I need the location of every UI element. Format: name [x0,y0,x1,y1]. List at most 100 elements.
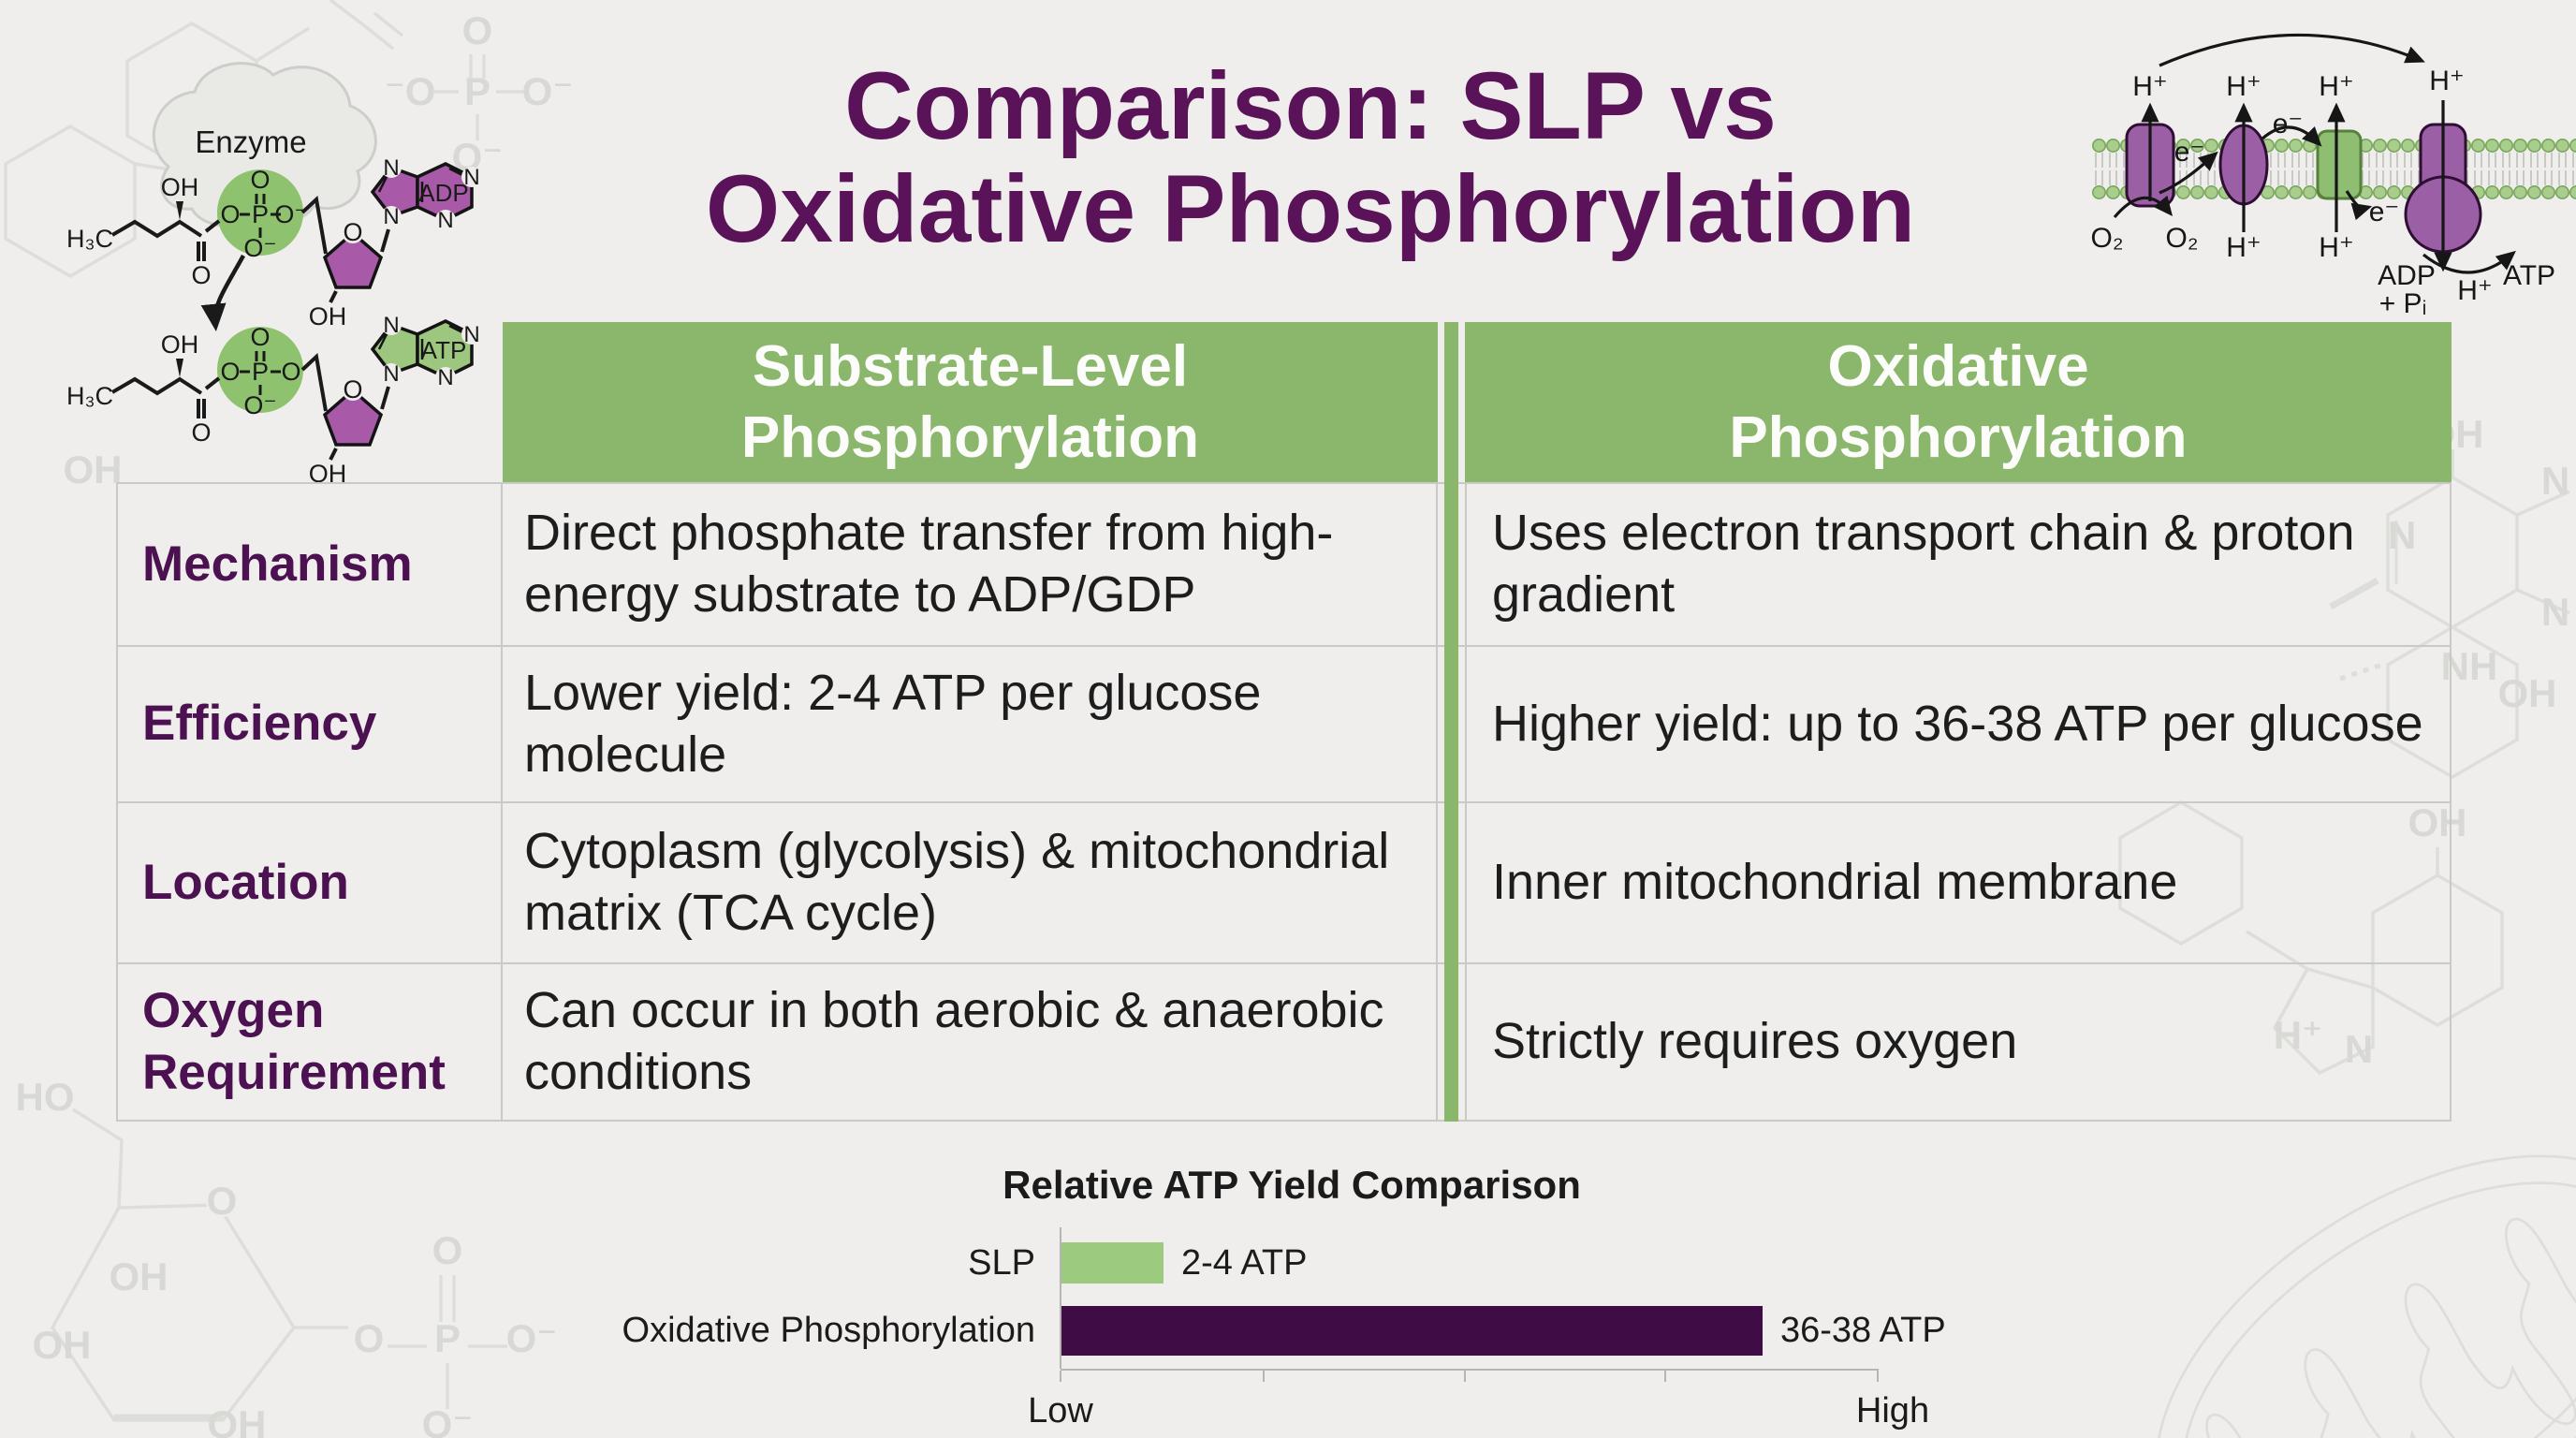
wm-p-o2: O⁻ [506,1316,558,1360]
m2-p-bonds [240,351,281,395]
m1-n1-bg [461,167,482,187]
electron-arrows [2113,125,2516,274]
tick-1 [1263,1371,1265,1382]
m2-po-right: O [281,358,300,386]
page-title: Comparison: SLP vs Oxidative Phosphoryla… [22,54,2576,260]
hplus-1: H⁺ [2132,71,2168,102]
m1-sugar-links [300,196,390,303]
m1-pyrimidine [416,162,474,222]
adp-label: ADP [418,179,468,207]
m2-h3c: H₃C [66,382,113,410]
m2-n7: N [383,313,399,338]
slp-chemistry-illustration: Enzyme H₃C OH O O P O O⁻ O⁻ [66,62,482,488]
wm-p-o3: O [432,1228,463,1272]
row-label-location: Location [116,803,503,964]
m1-p: P [252,200,269,228]
m1-sugar-oh: OH [309,302,347,330]
watermark-bottom-phosphate: HO O OH OH OH O P O⁻ O O⁻ [16,1075,558,1438]
m2-n3-bg [435,367,456,388]
m1-n7-bg [381,157,402,178]
electron-1: e⁻ [2174,137,2205,168]
cell-mechanism-oxphos: Uses electron transport chain & proton g… [1465,484,2452,647]
hplus-4: H⁺ [2429,66,2465,96]
m2-chain-oh: OH [161,330,199,359]
cell-location-slp: Cytoplasm (glycolysis) & mitochondrial m… [503,803,1438,964]
m1-h3c: H₃C [66,225,113,253]
m1-p-bonds [240,194,281,238]
chart-row-oxphos: Oxidative Phosphorylation 36-38 ATP [608,1306,1946,1356]
m1-chain-bonds [110,219,221,261]
m2-n1: N [463,322,479,347]
page-title-line1: Comparison: SLP vs [844,52,1777,159]
column-header-slp: Substrate-Level Phosphorylation [503,322,1438,484]
m1-po-bottom: O⁻ [243,234,276,262]
m1-wedge [176,201,183,220]
wm-n-r1: N [2388,513,2416,557]
hplus-below-2: H⁺ [2226,232,2261,263]
watermark-right-pteridine: OH N N N NH OH [2329,412,2570,780]
m1-po-left: O [220,200,240,228]
m2-chain-bonds [110,376,221,418]
cell-location-oxphos: Inner mitochondrial membrane [1465,803,2452,964]
wm-atom-o: O [462,8,493,52]
wm-oh-r2: OH [2498,671,2557,715]
m2-n9-bg [381,363,402,384]
chart-x-axis [1061,1369,1879,1371]
m2-sugar-links [300,353,390,461]
adp-text: ADP [2378,260,2436,291]
watermark-mitochondrion [2155,1154,2576,1438]
phosphate-circle-top [217,169,303,256]
o2-right: O₂ [2166,223,2199,254]
tick-4 [1877,1371,1879,1382]
m2-sugar-o: O [343,375,362,404]
m2-carbonyl-o: O [191,418,211,447]
m2-n1-bg [461,324,482,345]
watermark-topleft-rings [4,0,404,279]
tick-2 [1464,1371,1466,1382]
row-label-mechanism: Mechanism [116,484,503,647]
m1-n7: N [383,155,399,181]
enzyme-label: Enzyme [195,125,306,159]
complex-3 [2316,129,2363,200]
cell-mechanism-slp: Direct phosphate transfer from high-ener… [503,484,1438,647]
column-divider-strip [1444,322,1458,1122]
m1-n1: N [463,165,479,190]
m2-sugar-o-bg [342,378,364,401]
column-header-slp-line1: Substrate-Level [752,333,1189,399]
wm-ho-bl: HO [16,1075,75,1119]
m2-n9: N [383,361,399,387]
wm-n-r4: N [2345,1027,2373,1071]
m1-sugar-o: O [343,218,362,246]
m1-sugar [322,230,384,289]
m2-n7-bg [381,315,402,335]
tick-3 [1664,1371,1666,1382]
wm-oh-sugar: OH [110,1255,168,1299]
m2-po-bottom: O⁻ [243,391,276,419]
etc-membrane-illustration: H⁺ H⁺ H⁺ H⁺ H⁺ H⁺ H⁺ e⁻ e⁻ e⁻ O₂ O₂ ADP … [2091,33,2576,319]
chart-row-slp: SLP 2-4 ATP [608,1242,1307,1284]
watermark-bottomleft-sugar [50,1108,348,1422]
wm-p-p: P [434,1316,461,1360]
chart-title: Relative ATP Yield Comparison [1003,1163,1581,1207]
wm-p-o1: O [354,1316,385,1360]
cell-oxygen-slp: Can occur in both aerobic & anaerobic co… [503,964,1438,1122]
chart-bar-slp [1061,1242,1164,1284]
page-title-line2: Oxidative Phosphorylation [705,155,1916,263]
chart-value-slp: 2-4 ATP [1181,1242,1308,1283]
m2-po-top: O [250,323,270,351]
electron-3: e⁻ [2369,197,2400,227]
m2-n3: N [437,365,453,390]
cell-oxygen-oxphos: Strictly requires oxygen [1465,964,2452,1122]
atp-text: ATP [2503,260,2555,291]
m1-n3-bg [435,210,456,230]
atp-yield-chart: Relative ATP Yield Comparison SLP 2-4 AT… [608,1161,2012,1438]
cell-efficiency-oxphos: Higher yield: up to 36-38 ATP per glucos… [1465,647,2452,803]
phosphate-transfer-arrow [200,254,245,331]
wm-hplus-r: H⁺ [2274,1013,2323,1057]
table-corner-spacer [116,322,503,484]
proton-arrows [2141,33,2452,272]
wm-oh-left: OH [64,448,123,492]
m2-po-left: O [220,358,240,386]
